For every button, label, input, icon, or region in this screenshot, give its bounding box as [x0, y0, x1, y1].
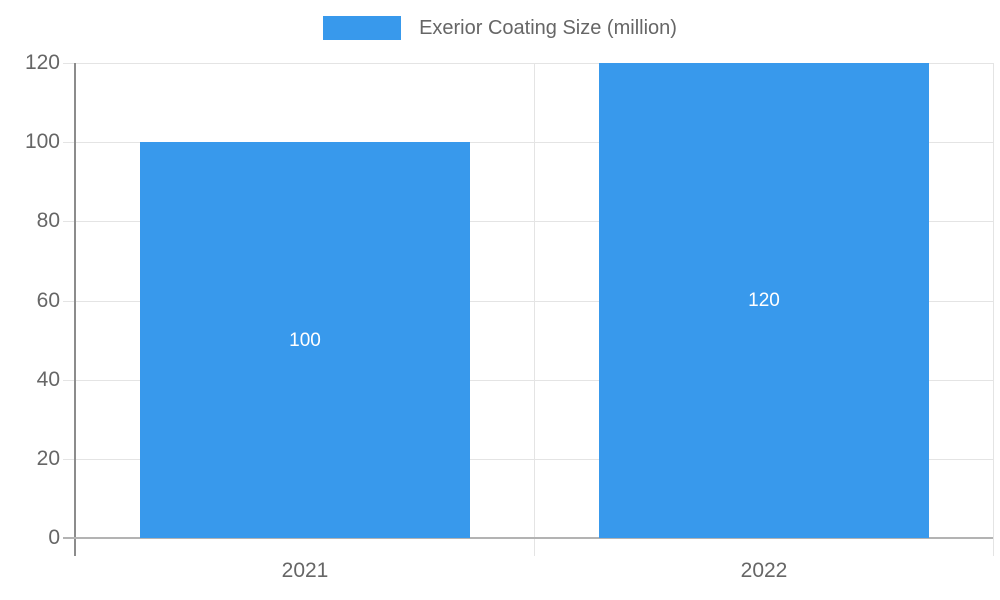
bar-value-label: 120	[748, 290, 780, 311]
h-gridline	[63, 380, 993, 381]
x-axis-tick-label: 2022	[740, 559, 788, 582]
y-axis-tick-label: 0	[48, 526, 60, 549]
bar-2022[interactable]: 120	[599, 63, 929, 538]
legend-label: Exerior Coating Size (million)	[419, 16, 677, 39]
y-axis-tick-label: 120	[24, 51, 60, 74]
y-axis-tick-label: 60	[36, 289, 60, 312]
h-gridline	[63, 459, 993, 460]
h-gridline	[63, 142, 993, 143]
h-gridline	[63, 63, 993, 64]
y-axis-line	[74, 63, 76, 556]
v-gridline	[993, 63, 994, 556]
v-gridline	[534, 63, 535, 556]
x-axis-line	[63, 537, 993, 539]
legend-item[interactable]: Exerior Coating Size (million)	[323, 16, 677, 40]
y-axis-tick-label: 100	[24, 130, 60, 153]
chart-legend: Exerior Coating Size (million)	[0, 16, 1000, 40]
h-gridline	[63, 301, 993, 302]
legend-swatch	[323, 16, 402, 40]
x-axis-tick-label: 2021	[281, 559, 329, 582]
y-axis-tick-label: 40	[36, 368, 60, 391]
bar-2021[interactable]: 100	[140, 142, 470, 538]
bar-value-label: 100	[289, 329, 321, 351]
y-axis-tick-label: 20	[36, 447, 60, 470]
y-axis-tick-label: 80	[36, 209, 60, 232]
h-gridline	[63, 221, 993, 222]
